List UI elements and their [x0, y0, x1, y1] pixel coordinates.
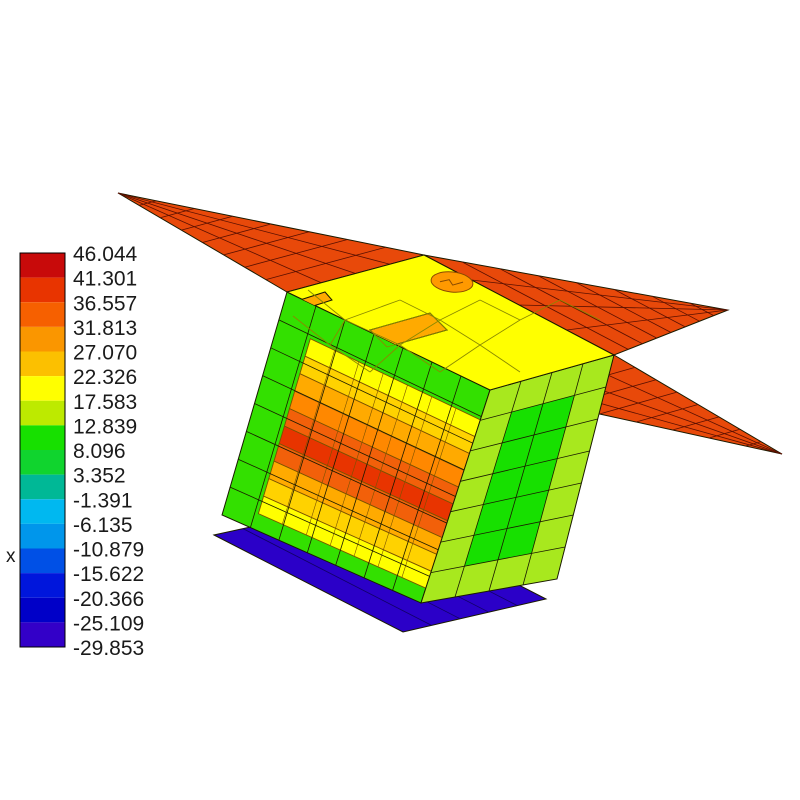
- svg-text:-1.391: -1.391: [73, 489, 133, 512]
- svg-text:41.301: 41.301: [73, 268, 137, 291]
- svg-text:-25.109: -25.109: [73, 612, 144, 635]
- svg-text:22.326: 22.326: [73, 366, 137, 389]
- svg-text:17.583: 17.583: [73, 391, 137, 414]
- svg-text:-15.622: -15.622: [73, 563, 144, 586]
- svg-text:3.352: 3.352: [73, 465, 126, 488]
- svg-text:-20.366: -20.366: [73, 588, 144, 611]
- svg-text:-29.853: -29.853: [73, 637, 144, 660]
- svg-text:x: x: [6, 546, 16, 567]
- svg-text:12.839: 12.839: [73, 415, 137, 438]
- svg-text:8.096: 8.096: [73, 440, 126, 463]
- svg-text:31.813: 31.813: [73, 317, 137, 340]
- svg-text:-6.135: -6.135: [73, 514, 133, 537]
- svg-text:46.044: 46.044: [73, 243, 138, 266]
- svg-text:36.557: 36.557: [73, 292, 137, 315]
- svg-text:-10.879: -10.879: [73, 539, 144, 562]
- svg-text:27.070: 27.070: [73, 342, 137, 365]
